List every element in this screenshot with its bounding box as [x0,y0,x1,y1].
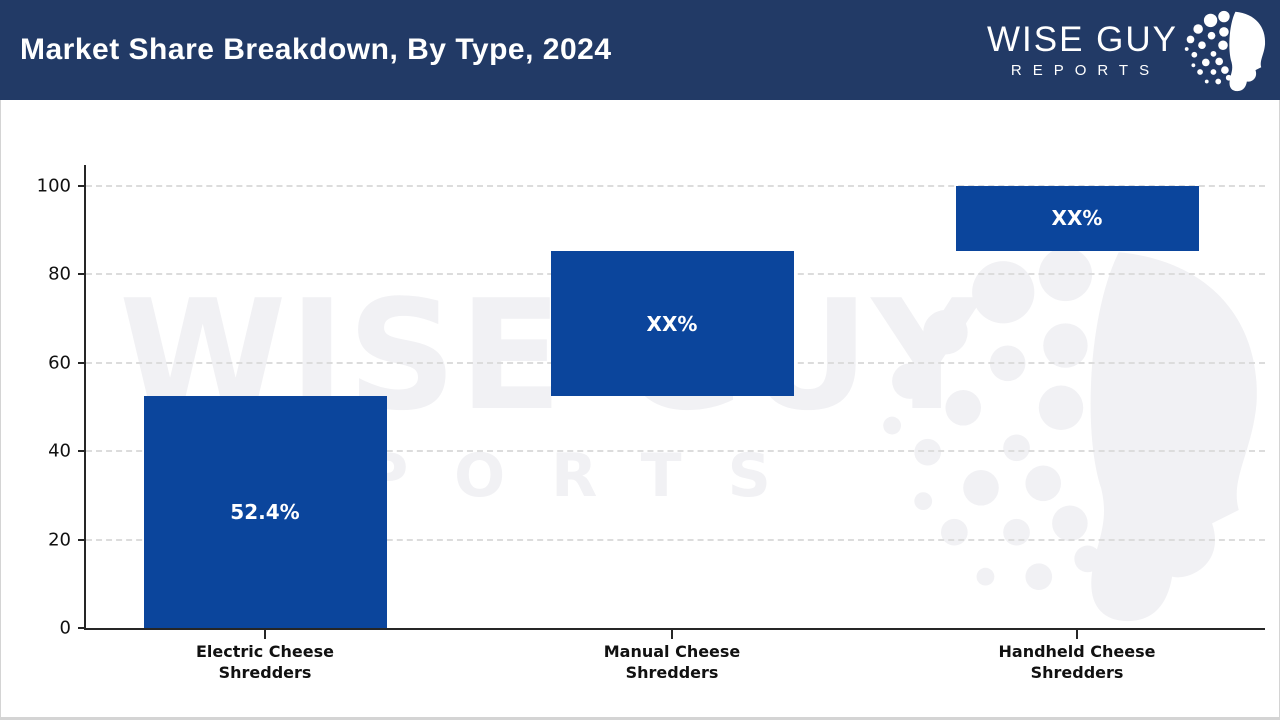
y-axis-tick-mark [78,273,86,276]
x-category-label: Manual Cheese Shredders [603,642,741,682]
bar-value-label: XX% [646,311,698,336]
y-axis-tick-mark [78,450,86,453]
brand-logo-wordmark: WISE GUY [986,19,1178,59]
y-gridline [86,450,1265,453]
y-gridline [86,185,1265,187]
y-axis-tick-mark [78,538,86,541]
page-title: Market Share Breakdown, By Type, 2024 [20,33,612,66]
x-axis-tick-mark [671,630,673,639]
y-axis-tick-label: 100 [36,175,71,197]
bar-value-label: 52.4% [230,500,300,525]
x-axis-tick-mark [264,630,266,639]
header-bar: Market Share Breakdown, By Type, 2024 WI… [0,0,1280,100]
x-category-label: Electric Cheese Shredders [195,642,335,682]
bar-electric-cheese-shredders: 52.4% [143,396,387,628]
y-axis-tick-label: 80 [48,263,71,285]
brand-logo: WISE GUY REPORTS [987,7,1266,93]
x-axis-line [84,628,1265,630]
brand-logo-text: WISE GUY REPORTS [987,22,1178,79]
y-axis-line [84,165,86,630]
brand-logo-subtitle: REPORTS [1010,61,1161,79]
x-axis-tick-mark [1076,630,1078,639]
chart-canvas: WISE GUY REPORTS 0 20 40 60 80 100 52.4% Electr… [0,100,1280,720]
y-gridline [86,538,1265,541]
brand-face-icon [1184,10,1266,92]
x-category-label: Handheld Cheese Shredders [998,642,1156,682]
watermark-face-icon [883,247,1257,622]
y-axis-tick-label: 0 [59,617,71,639]
y-axis-tick-mark [78,627,86,629]
y-axis-tick-label: 40 [48,440,71,462]
y-axis-tick-label: 20 [48,529,71,551]
y-axis-tick-mark [78,185,86,187]
y-axis-tick-mark [78,361,86,364]
bar-manual-cheese-shredders: XX% [550,250,794,397]
bar-value-label: XX% [1051,206,1103,231]
y-axis-tick-label: 60 [48,352,71,374]
bar-handheld-cheese-shredders: XX% [955,186,1199,251]
